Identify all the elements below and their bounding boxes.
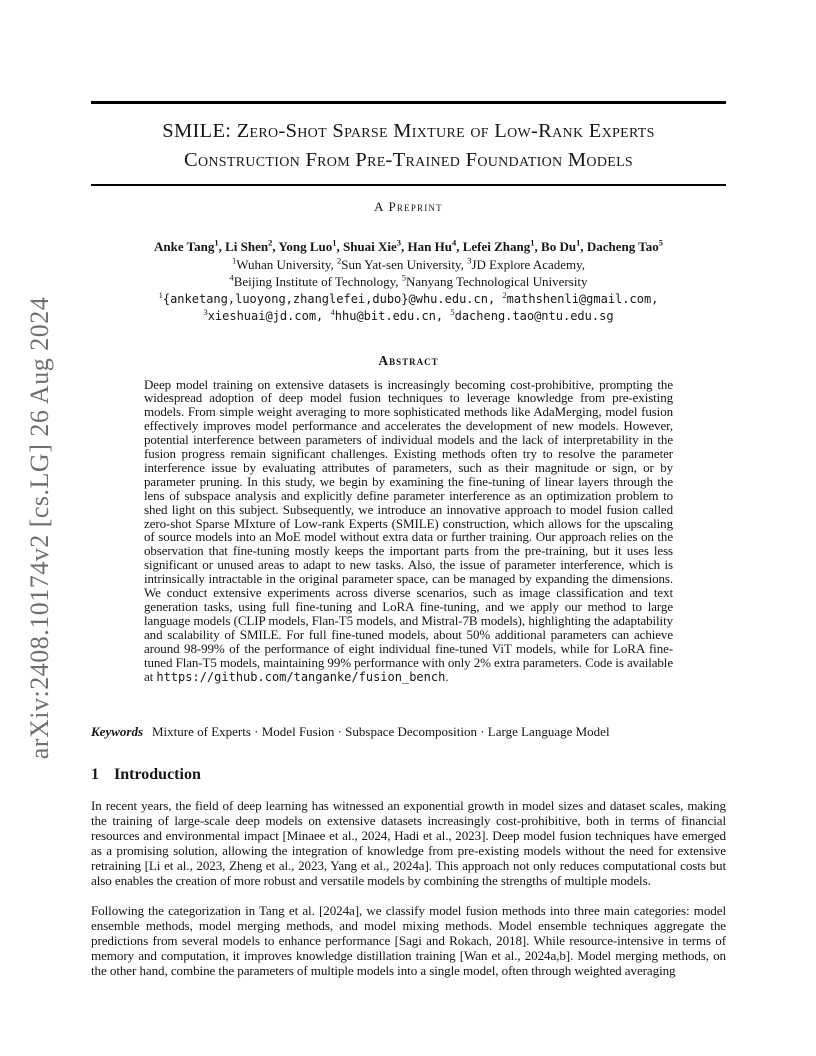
author-superscript: 3 — [396, 237, 402, 248]
affiliation-superscript: 1 — [231, 255, 237, 266]
author-separator: , — [580, 239, 587, 254]
author-superscript: 2 — [268, 237, 273, 248]
title-rule-bottom — [91, 184, 726, 186]
author-name: Anke Tang — [154, 239, 215, 254]
affiliation-text: Nanyang Technological University — [406, 274, 588, 289]
keywords-list: Mixture of Experts · Model Fusion · Subs… — [152, 724, 610, 740]
arxiv-watermark: arXiv:2408.10174v2 [cs.LG] 26 Aug 2024 — [25, 296, 54, 760]
email-superscript: 4 — [330, 307, 335, 317]
author-superscript: 5 — [658, 237, 663, 248]
author-separator: , — [401, 239, 408, 254]
title-rule-top — [91, 101, 726, 104]
paper-title-line-1: SMILE: Zero-Shot Sparse Mixture of Low-R… — [162, 120, 655, 142]
email-text: dacheng.tao@ntu.edu.sg — [454, 309, 614, 323]
author-separator: , — [534, 239, 542, 254]
abstract-period: . — [445, 668, 449, 684]
abstract-heading: Abstract — [378, 352, 439, 368]
affiliation-text: JD Explore Academy, — [471, 256, 586, 272]
author-line: Anke Tang1, Li Shen2, Yong Luo1, Shuai X… — [91, 238, 726, 256]
paper-title: SMILE: Zero-Shot Sparse Mixture of Low-R… — [91, 117, 726, 175]
author-name: Li Shen — [225, 239, 269, 254]
email-text: hhu@bit.edu.cn, — [334, 309, 451, 323]
author-name: Shuai Xie — [342, 239, 397, 254]
author-separator: , — [456, 239, 463, 254]
affiliation-line-2: 4Beijing Institute of Technology, 5Nanya… — [91, 273, 726, 291]
section-heading-introduction: 1 Introduction — [91, 766, 726, 784]
intro-paragraph-1: In recent years, the field of deep learn… — [91, 798, 726, 888]
affiliation-text: Beijing Institute of Technology, — [233, 274, 402, 289]
author-separator: , — [336, 239, 343, 254]
email-superscript: 2 — [502, 289, 507, 300]
paper-content: SMILE: Zero-Shot Sparse Mixture of Low-R… — [91, 0, 726, 978]
section-number: 1 — [91, 766, 99, 784]
email-line-2: 3xieshuai@jd.com, 4hhu@bit.edu.cn, 5dach… — [91, 308, 726, 326]
email-text: xieshuai@jd.com, — [207, 309, 331, 323]
code-repository-link[interactable]: https://github.com/tanganke/fusion_bench — [156, 669, 446, 684]
email-text: {anketang,luoyong,zhanglefei,dubo}@whu.e… — [162, 291, 503, 306]
email-superscript: 5 — [450, 307, 455, 317]
author-name: Yong Luo — [278, 239, 333, 254]
author-superscript: 4 — [451, 237, 457, 248]
affiliation-superscript: 5 — [401, 272, 407, 283]
email-superscript: 1 — [158, 289, 163, 300]
affiliation-superscript: 4 — [229, 272, 234, 283]
author-name: Han Hu — [407, 239, 452, 254]
keywords-label: Keywords — [91, 724, 143, 740]
abstract-text: Deep model training on extensive dataset… — [144, 376, 673, 685]
affiliation-line-1: 1Wuhan University, 2Sun Yat-sen Universi… — [91, 256, 726, 274]
intro-paragraph-2: Following the categorization in Tang et … — [91, 902, 726, 978]
email-line-1: 1{anketang,luoyong,zhanglefei,dubo}@whu.… — [91, 289, 726, 309]
keywords-line: Keywords Mixture of Experts · Model Fusio… — [91, 724, 726, 740]
author-superscript: 1 — [214, 237, 219, 248]
author-name: Bo Du — [541, 239, 577, 254]
email-superscript: 3 — [203, 307, 208, 317]
paper-title-line-2: Construction From Pre-Trained Foundation… — [183, 149, 634, 171]
author-superscript: 1 — [576, 237, 581, 248]
author-separator: , — [218, 239, 226, 254]
affiliation-superscript: 2 — [337, 255, 342, 266]
author-separator: , — [272, 239, 279, 254]
affiliation-superscript: 3 — [467, 255, 472, 266]
author-superscript: 1 — [332, 237, 337, 248]
author-name: Dacheng Tao — [586, 239, 659, 254]
email-text: mathshenli@gmail.com, — [506, 291, 659, 306]
section-title: Introduction — [114, 766, 201, 784]
preprint-label: A Preprint — [374, 199, 443, 214]
affiliation-text: Wuhan University, — [236, 256, 338, 272]
author-superscript: 1 — [530, 237, 535, 248]
abstract-body-text: Deep model training on extensive dataset… — [144, 376, 673, 684]
affiliation-text: Sun Yat-sen University, — [341, 256, 468, 272]
author-name: Lefei Zhang — [462, 239, 531, 254]
